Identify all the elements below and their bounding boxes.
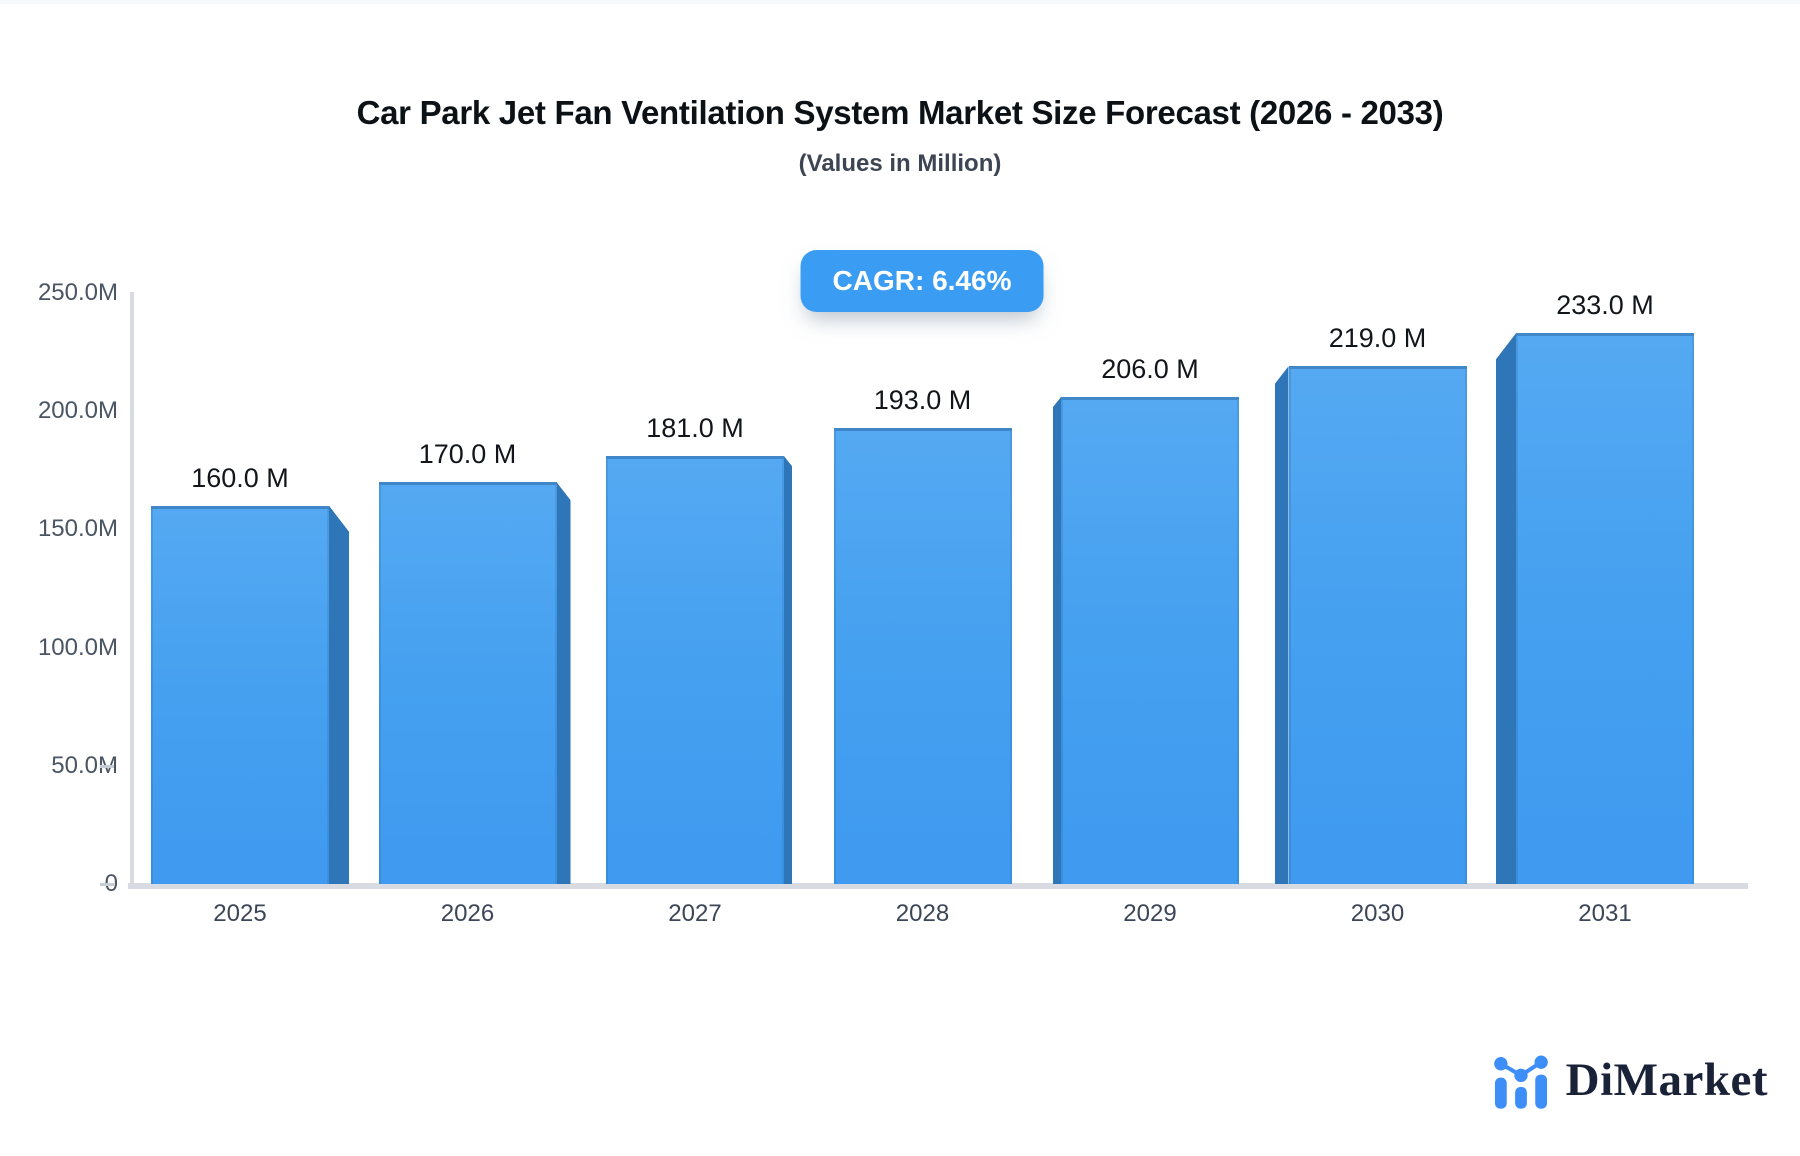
y-axis-tick bbox=[100, 883, 114, 886]
x-axis-label: 2026 bbox=[440, 900, 495, 927]
x-axis-label: 2031 bbox=[1578, 900, 1632, 927]
y-axis-label: 150.0M bbox=[37, 515, 118, 543]
bar-2030 bbox=[1288, 366, 1467, 884]
chart-title: Car Park Jet Fan Ventilation System Mark… bbox=[356, 94, 1444, 131]
y-axis-label: 200.0M bbox=[37, 397, 118, 425]
bar-value-label: 193.0 M bbox=[873, 384, 972, 415]
bar-2025 bbox=[151, 505, 329, 884]
page-top-strip bbox=[0, 0, 1800, 4]
bar-value-label: 233.0 M bbox=[1556, 290, 1654, 321]
bar-2027 bbox=[606, 456, 784, 884]
x-axis-label: 2029 bbox=[1123, 900, 1177, 927]
bar-value-label: 170.0 M bbox=[418, 439, 517, 470]
chart-subtitle: (Values in Million) bbox=[798, 150, 1002, 177]
bar-value-label: 181.0 M bbox=[646, 413, 744, 444]
bar-chart-logo-icon bbox=[1493, 1055, 1548, 1109]
bar-3d-side-2026 bbox=[556, 482, 571, 884]
bar-value-label: 219.0 M bbox=[1328, 323, 1427, 354]
y-axis-tick bbox=[100, 764, 114, 768]
bar-3d-side-2025 bbox=[329, 505, 349, 884]
bar-3d-side-2031 bbox=[1496, 333, 1516, 884]
bar-2026 bbox=[378, 482, 557, 884]
x-axis-baseline bbox=[128, 883, 1748, 889]
x-axis-label: 2027 bbox=[668, 900, 722, 927]
cagr-badge: CAGR: 6.46% bbox=[800, 250, 1044, 312]
y-axis-label: 250.0M bbox=[37, 279, 118, 306]
bar-2031 bbox=[1516, 333, 1694, 884]
bar-3d-side-2030 bbox=[1274, 366, 1289, 884]
logo-text: DiMarket bbox=[1565, 1054, 1768, 1106]
bar-value-label: 160.0 M bbox=[191, 462, 289, 493]
x-axis-label: 2028 bbox=[895, 900, 950, 927]
y-axis-label: 100.0M bbox=[37, 633, 118, 661]
y-axis-line bbox=[130, 292, 134, 884]
bar-2029 bbox=[1061, 397, 1239, 884]
bar-3d-side-2027 bbox=[784, 456, 792, 884]
x-axis-label: 2025 bbox=[213, 900, 267, 927]
dimarket-logo: DiMarket bbox=[1490, 1040, 1768, 1120]
bar-2028 bbox=[833, 427, 1012, 884]
bar-value-label: 206.0 M bbox=[1101, 354, 1199, 385]
x-axis-label: 2030 bbox=[1350, 900, 1405, 927]
bar-3d-side-2029 bbox=[1053, 397, 1061, 884]
